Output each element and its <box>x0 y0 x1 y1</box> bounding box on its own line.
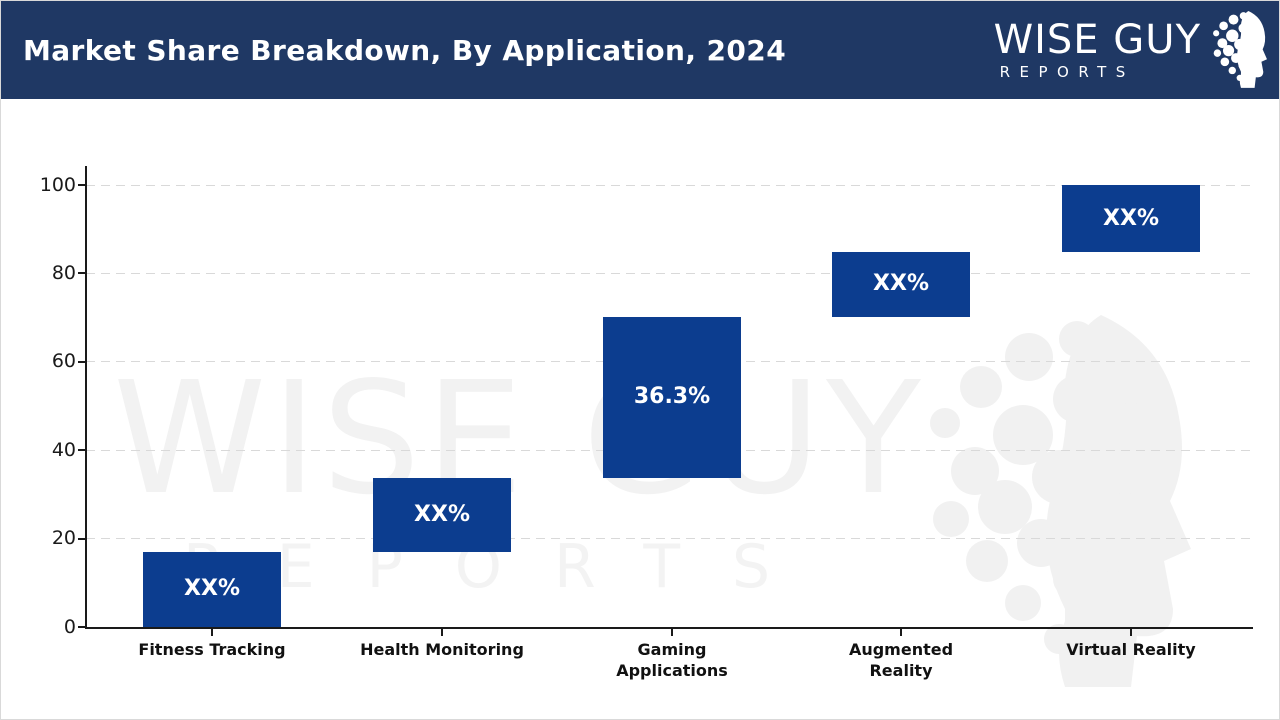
y-tick-label-0: 0 <box>63 615 76 638</box>
y-tick-80 <box>78 272 85 275</box>
page-title: Market Share Breakdown, By Application, … <box>23 33 787 67</box>
x-tick-2 <box>671 629 673 636</box>
bar-augmented-reality: XX% <box>832 252 970 317</box>
x-tick-3 <box>900 629 902 636</box>
watermark-text-primary: WISE GUY <box>113 348 926 529</box>
gridline-y100 <box>86 184 1253 186</box>
y-tick-100 <box>78 184 85 186</box>
y-tick-label-100: 100 <box>39 173 76 196</box>
wise-guy-reports-logo: WISE GUY REPORTS <box>994 8 1267 92</box>
bar-health-monitoring: XX% <box>373 477 511 552</box>
x-category-label: Health Monitoring <box>360 640 524 659</box>
y-tick-40 <box>78 449 85 452</box>
y-tick-20 <box>78 537 85 540</box>
chart-plot-area: WISE GUY REPORTS 0 20 40 60 80 100 XX% Fitness … <box>1 99 1279 719</box>
x-tick-1 <box>441 629 443 636</box>
logo-secondary-text: REPORTS <box>999 62 1135 81</box>
x-category-label: Fitness Tracking <box>138 640 286 659</box>
gridline-y80 <box>86 272 1253 274</box>
x-category-label: Gaming Applications <box>616 640 728 680</box>
y-tick-label-20: 20 <box>51 527 76 550</box>
bar-virtual-reality: XX% <box>1062 185 1200 253</box>
logo-text: WISE GUY REPORTS <box>994 20 1201 81</box>
y-tick-60 <box>78 360 85 363</box>
y-tick-label-40: 40 <box>51 438 76 461</box>
dotted-head-profile-icon <box>1213 10 1267 88</box>
bar-value-label: XX% <box>873 271 929 297</box>
y-tick-label-60: 60 <box>51 350 76 373</box>
bar-value-label: XX% <box>414 501 470 527</box>
bar-fitness-tracking: XX% <box>143 551 281 627</box>
bar-value-label: XX% <box>1103 205 1159 231</box>
x-category-label: Augmented Reality <box>848 640 954 680</box>
gridline-y20 <box>86 538 1253 540</box>
header: Market Share Breakdown, By Application, … <box>1 1 1279 99</box>
bar-value-label: XX% <box>184 576 240 602</box>
bar-gaming-applications: 36.3% <box>603 317 741 478</box>
x-tick-4 <box>1130 629 1132 636</box>
x-tick-0 <box>211 629 213 636</box>
logo-primary-text: WISE GUY <box>993 16 1201 63</box>
y-tick-label-80: 80 <box>51 261 76 284</box>
bar-value-label: 36.3% <box>633 384 711 410</box>
x-category-label: Virtual Reality <box>1066 640 1196 659</box>
y-axis-line <box>85 166 87 627</box>
x-axis-line <box>85 627 1253 629</box>
y-tick-0 <box>78 626 85 628</box>
